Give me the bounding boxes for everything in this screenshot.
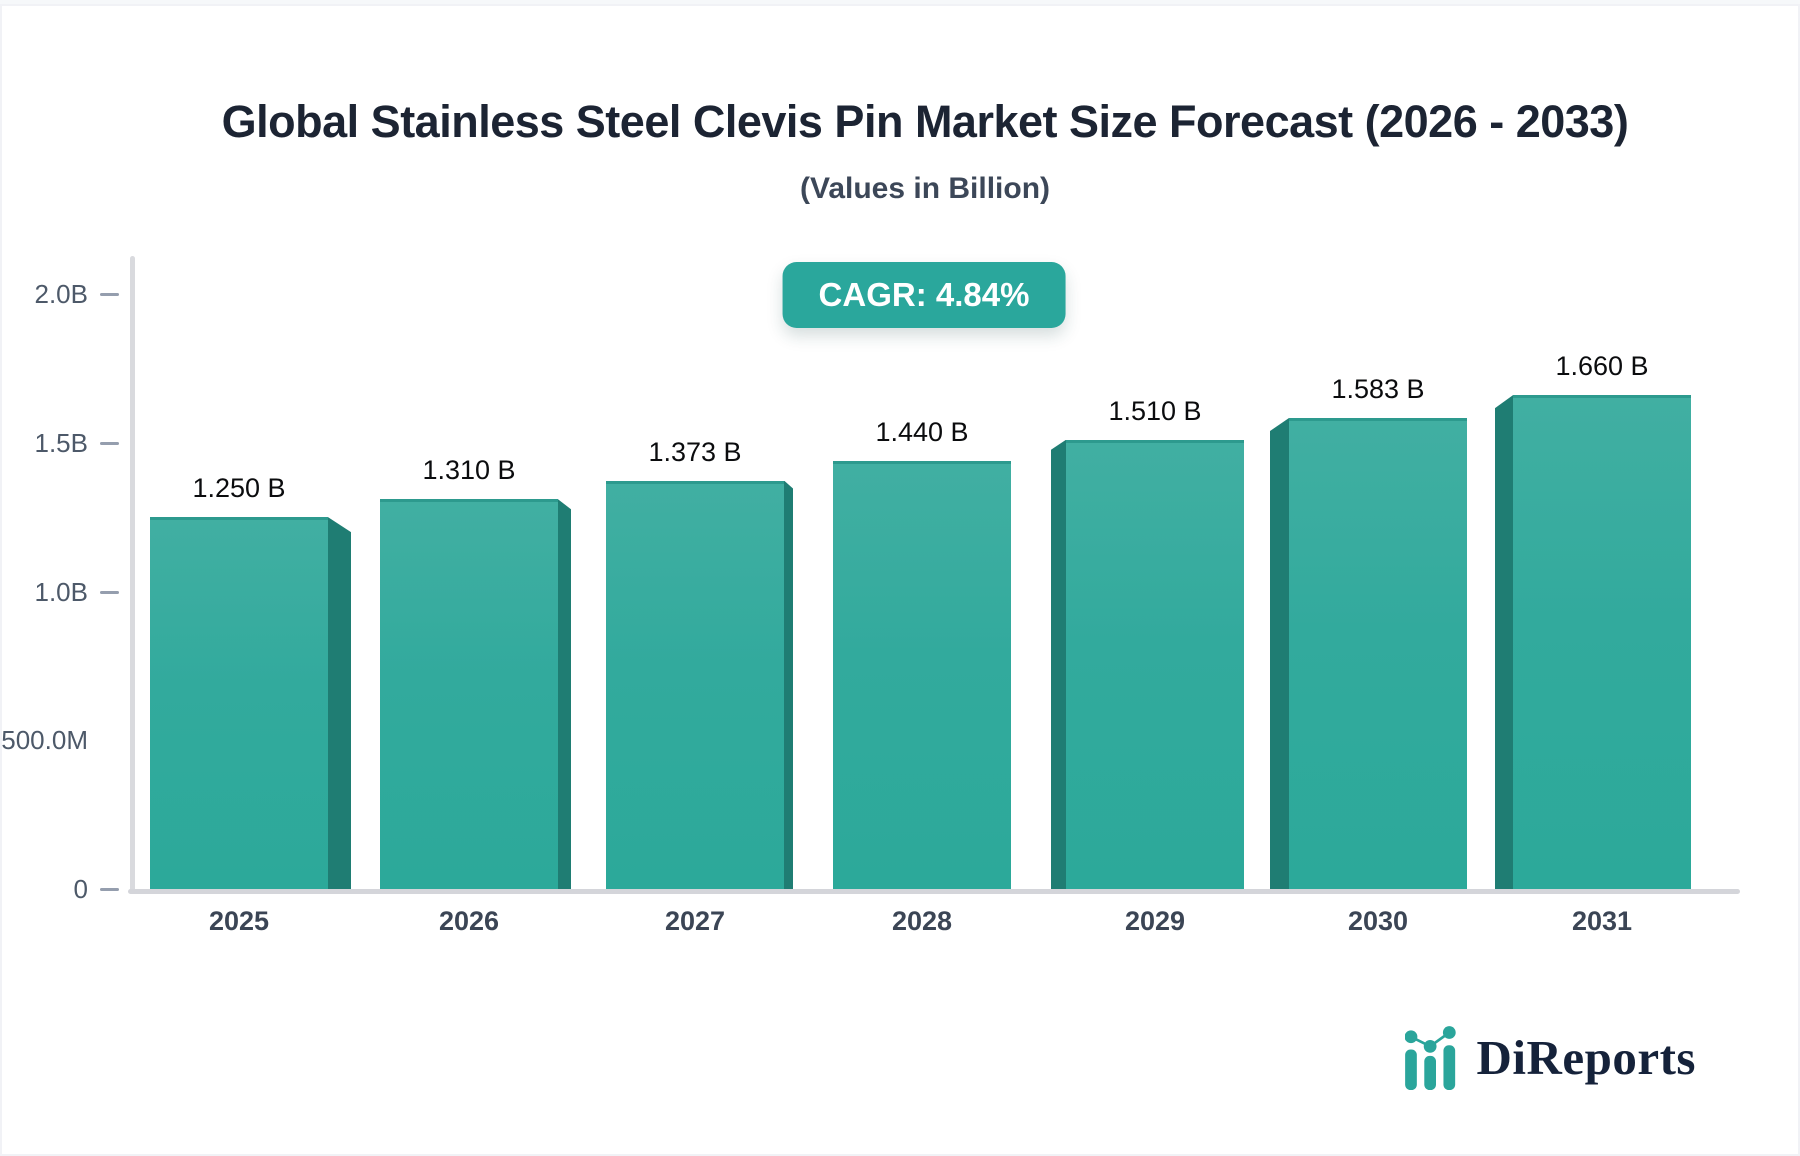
x-tick-label: 2031 (1571, 906, 1633, 936)
y-tick-label: 1.5B (34, 427, 89, 458)
bar (1513, 395, 1691, 889)
y-tick-mark (100, 293, 119, 296)
bar-value-label: 1.660 B (1555, 351, 1649, 382)
plot-area: 2.0B 1.5B 1.0B 500.0M 0 1.250 B 2025 1.310 B 202… (0, 4, 1800, 1156)
bar-side-face (1270, 418, 1289, 889)
bar-side-face (558, 499, 571, 889)
bar-value-label: 1.583 B (1331, 374, 1425, 405)
x-tick-label: 2028 (891, 906, 953, 936)
y-axis-line (130, 256, 135, 894)
bar-value-label: 1.440 B (875, 416, 969, 447)
bar-side-face (784, 480, 793, 889)
x-tick-label: 2026 (438, 906, 500, 936)
bar (606, 480, 784, 889)
x-tick-label: 2029 (1124, 906, 1186, 936)
brand-logo-text: DiReports (1476, 1029, 1696, 1085)
bar-side-face (1051, 439, 1066, 889)
y-tick-label: 0 (73, 874, 88, 904)
cagr-badge: CAGR: 4.84% (782, 262, 1066, 328)
bar (1289, 418, 1467, 889)
brand-logo: DiReports (1405, 1024, 1696, 1090)
x-tick-label: 2025 (208, 906, 270, 936)
y-tick-mark (100, 888, 119, 891)
brand-logo-icon (1405, 1026, 1457, 1090)
bar (150, 517, 328, 889)
bar-value-label: 1.250 B (192, 473, 286, 504)
y-tick-mark (100, 441, 119, 445)
y-tick-label: 500.0M (1, 725, 88, 756)
bar-value-label: 1.310 B (422, 455, 516, 486)
chart-title: Global Stainless Steel Clevis Pin Market… (221, 96, 1629, 147)
x-tick-label: 2027 (664, 906, 726, 936)
bar-value-label: 1.373 B (648, 436, 742, 467)
y-tick-mark (100, 590, 119, 594)
y-tick-label: 1.0B (34, 576, 89, 607)
bar (833, 460, 1011, 889)
bar-value-label: 1.510 B (1108, 395, 1202, 426)
bar-side-face (328, 517, 351, 889)
chart-subtitle: (Values in Billion) (799, 172, 1051, 205)
bar-side-face (1495, 395, 1513, 889)
bar (380, 499, 558, 889)
bar (1066, 439, 1244, 889)
x-axis-line (128, 889, 1740, 894)
x-tick-label: 2030 (1347, 906, 1409, 936)
y-tick-label: 2.0B (34, 279, 89, 309)
